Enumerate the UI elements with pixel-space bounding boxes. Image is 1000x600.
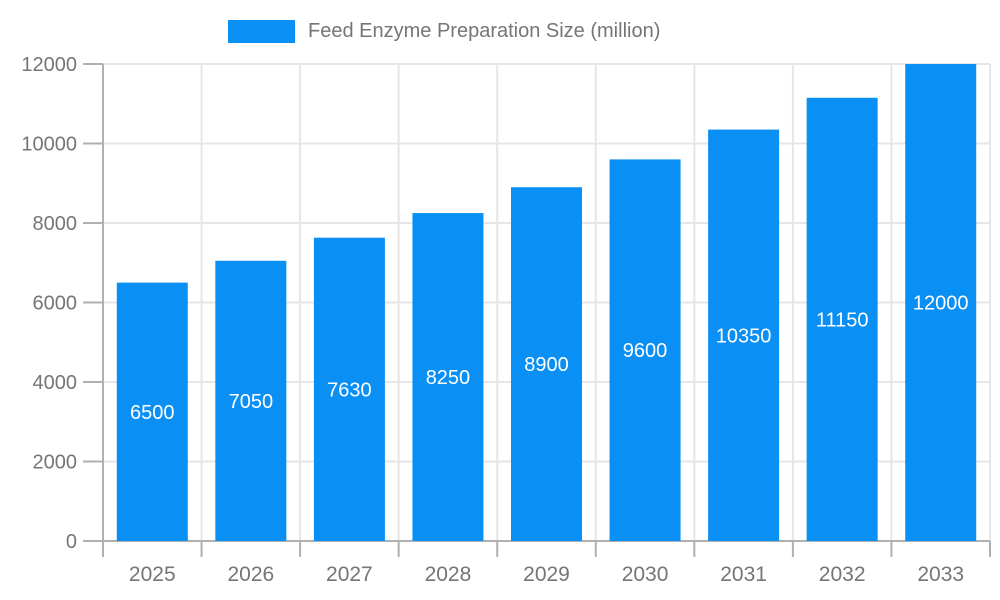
x-tick-label-2029: 2029 bbox=[523, 563, 570, 586]
bar-2032 bbox=[806, 97, 878, 541]
legend-label: Feed Enzyme Preparation Size (million) bbox=[308, 20, 661, 42]
bar-2031 bbox=[708, 129, 780, 541]
y-tick-label-2000: 2000 bbox=[33, 452, 78, 474]
y-tick-label-0: 0 bbox=[66, 531, 77, 553]
bar-value-label-2027: 7630 bbox=[327, 379, 372, 401]
x-tick-label-2027: 2027 bbox=[326, 563, 373, 586]
bar-2033 bbox=[905, 64, 977, 541]
bar-value-label-2025: 6500 bbox=[130, 402, 175, 424]
bar-value-label-2029: 8900 bbox=[524, 354, 569, 376]
y-tick-label-6000: 6000 bbox=[33, 293, 78, 315]
legend: Feed Enzyme Preparation Size (million) bbox=[228, 20, 660, 43]
bar-value-label-2026: 7050 bbox=[229, 391, 274, 413]
bar-value-label-2032: 11150 bbox=[816, 309, 869, 331]
y-tick-label-4000: 4000 bbox=[33, 372, 78, 394]
bar-2029 bbox=[511, 187, 582, 541]
y-tick-label-10000: 10000 bbox=[21, 134, 77, 156]
bar-2028 bbox=[412, 213, 484, 541]
x-tick-label-2032: 2032 bbox=[819, 563, 866, 586]
bar-value-label-2030: 9600 bbox=[623, 340, 668, 362]
bar-value-label-2028: 8250 bbox=[426, 367, 471, 389]
bar-2027 bbox=[313, 237, 385, 541]
x-tick-label-2030: 2030 bbox=[622, 563, 669, 586]
x-tick-label-2025: 2025 bbox=[129, 563, 176, 586]
legend-swatch bbox=[228, 20, 295, 43]
x-tick-label-2026: 2026 bbox=[227, 563, 274, 586]
x-tick-label-2028: 2028 bbox=[425, 563, 472, 586]
x-tick-label-2031: 2031 bbox=[720, 563, 767, 586]
bar-2030 bbox=[609, 159, 681, 541]
bar-value-label-2031: 10350 bbox=[716, 325, 772, 347]
bar-value-label-2033: 12000 bbox=[913, 293, 969, 315]
y-tick-label-8000: 8000 bbox=[33, 213, 78, 235]
bar-2025 bbox=[116, 282, 188, 541]
bar-2026 bbox=[215, 260, 287, 541]
y-tick-label-12000: 12000 bbox=[21, 54, 77, 76]
x-tick-label-2033: 2033 bbox=[917, 563, 964, 586]
